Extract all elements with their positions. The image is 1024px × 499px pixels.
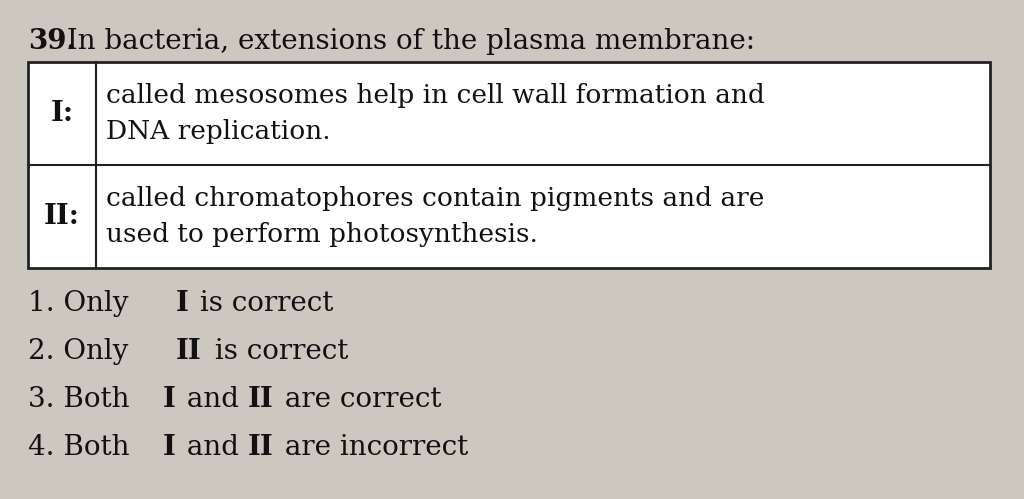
Text: 4. Both: 4. Both: [28, 434, 138, 461]
Text: I:: I:: [50, 100, 74, 127]
Text: 1. Only: 1. Only: [28, 290, 137, 317]
Text: 39.: 39.: [28, 28, 76, 55]
Text: and: and: [178, 386, 248, 413]
Text: called mesosomes help in cell wall formation and: called mesosomes help in cell wall forma…: [106, 83, 765, 108]
Text: In bacteria, extensions of the plasma membrane:: In bacteria, extensions of the plasma me…: [58, 28, 755, 55]
Text: are incorrect: are incorrect: [276, 434, 468, 461]
Text: II: II: [248, 434, 273, 461]
Text: is correct: is correct: [206, 338, 348, 365]
Text: are correct: are correct: [276, 386, 441, 413]
Text: II:: II:: [44, 203, 80, 230]
Bar: [28, 62, 990, 268]
Text: II: II: [176, 338, 202, 365]
Text: II: II: [248, 386, 273, 413]
Text: called chromatophores contain pigments and are: called chromatophores contain pigments a…: [106, 186, 764, 211]
Text: used to perform photosynthesis.: used to perform photosynthesis.: [106, 222, 538, 247]
Text: I: I: [163, 434, 176, 461]
Text: 3. Both: 3. Both: [28, 386, 138, 413]
Text: DNA replication.: DNA replication.: [106, 119, 331, 144]
Text: and: and: [178, 434, 248, 461]
Text: I: I: [176, 290, 188, 317]
Text: I: I: [163, 386, 176, 413]
Text: 2. Only: 2. Only: [28, 338, 137, 365]
Text: is correct: is correct: [191, 290, 334, 317]
